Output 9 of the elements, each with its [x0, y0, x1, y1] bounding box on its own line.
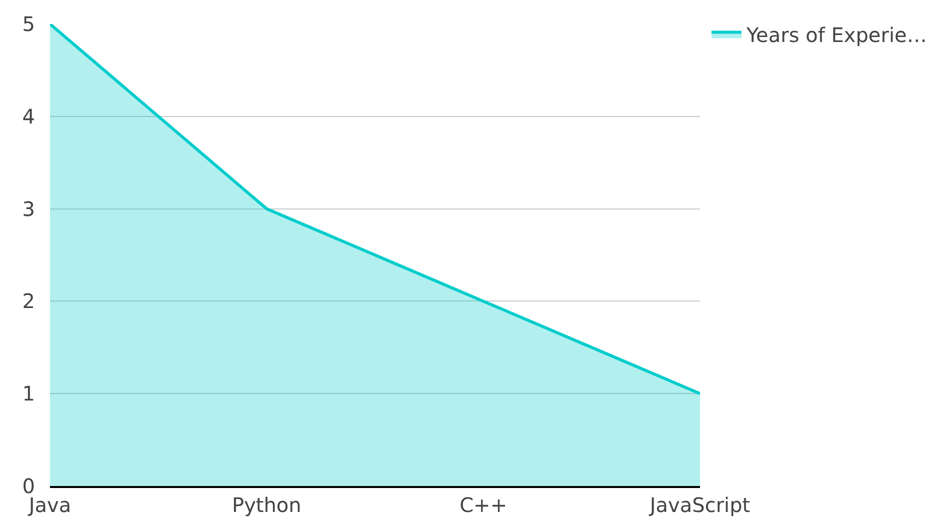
y-tick-label: 2	[22, 289, 35, 314]
y-tick-label: 3	[22, 196, 35, 221]
x-tick-label: Python	[232, 492, 302, 517]
y-tick-label: 1	[22, 382, 35, 406]
legend-label: Years of Experie…	[746, 23, 927, 48]
y-tick-label: 4	[22, 104, 35, 128]
x-tick-label: C++	[460, 492, 508, 517]
x-tick-label: JavaScript	[648, 492, 750, 517]
y-tick-label: 5	[22, 12, 35, 36]
